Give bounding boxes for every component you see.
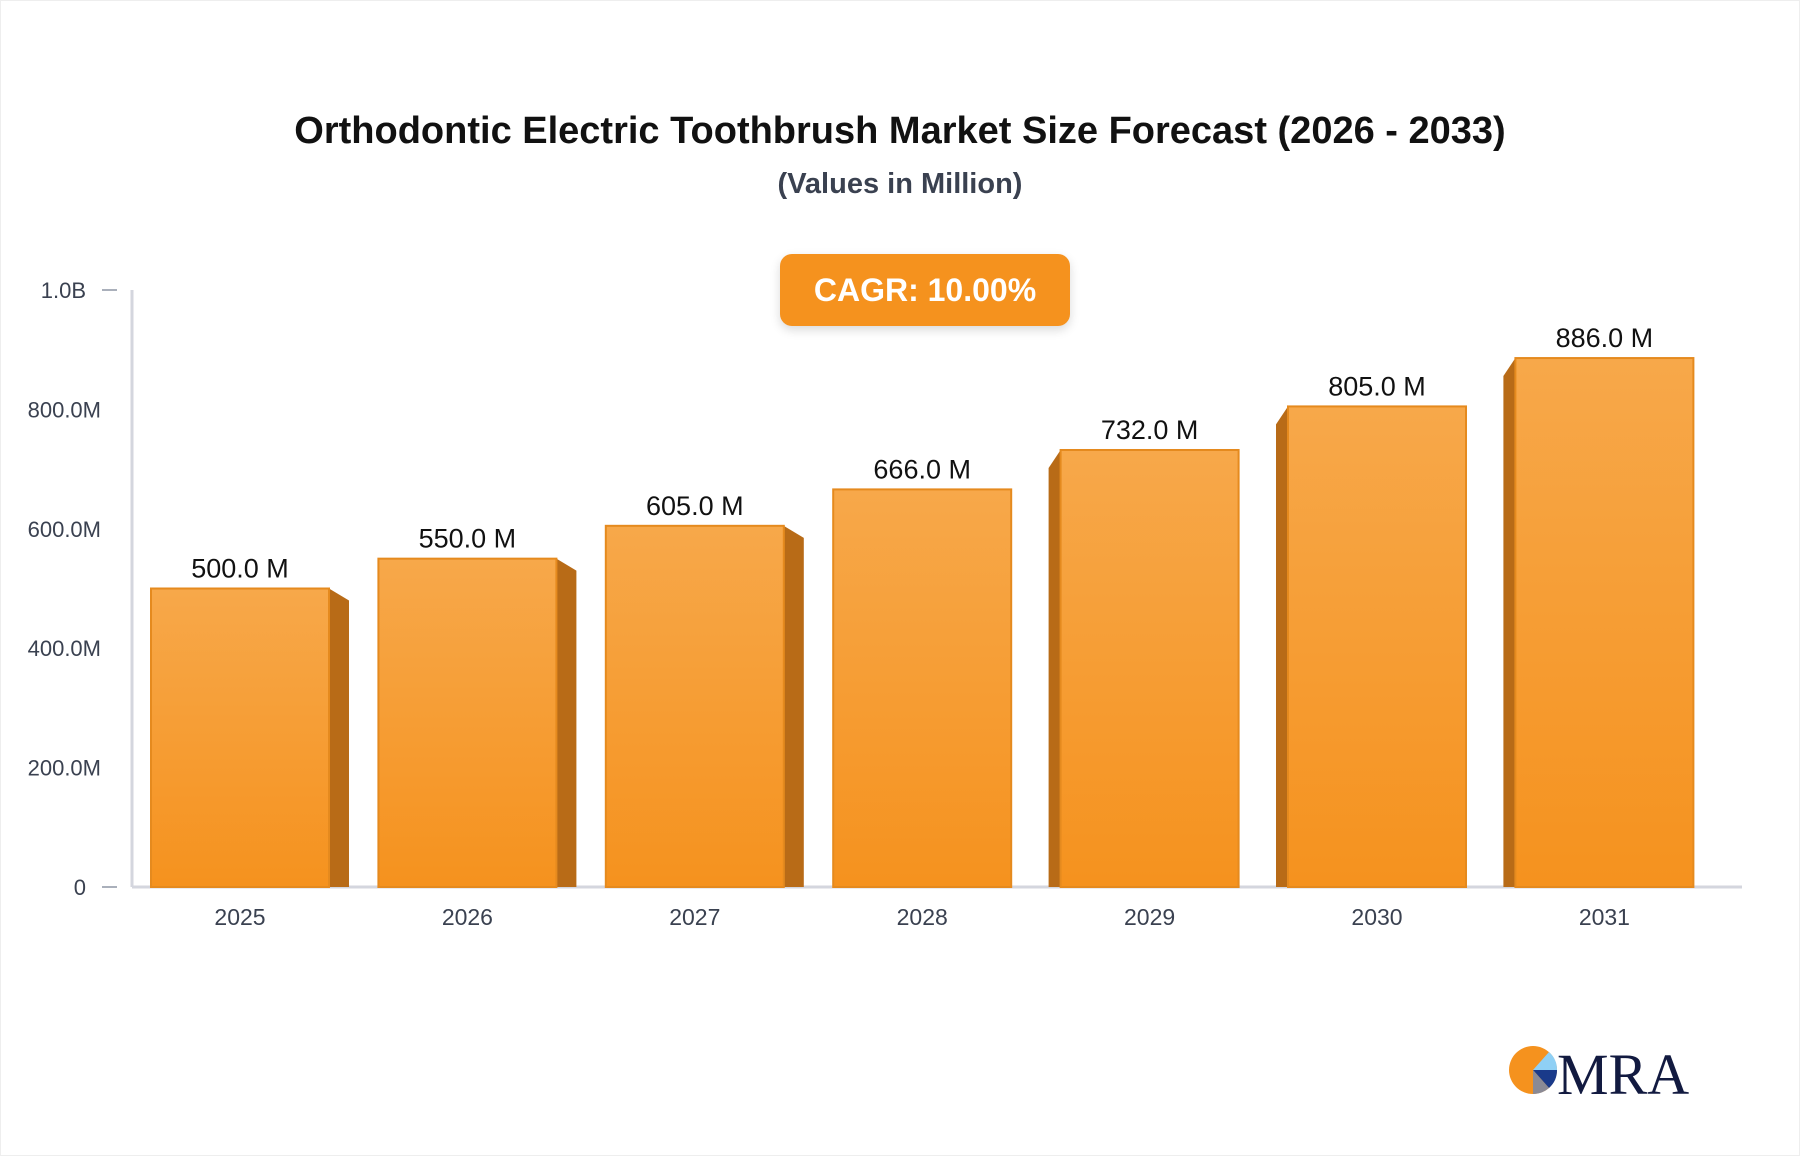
y-tick-label: 600.0M (28, 517, 101, 542)
chart-title: Orthodontic Electric Toothbrush Market S… (294, 110, 1506, 152)
data-label: 886.0 M (1556, 323, 1654, 353)
data-label: 605.0 M (646, 491, 744, 521)
x-tick-label: 2028 (897, 904, 948, 930)
bar-2027 (604, 524, 785, 888)
y-tick-label: 800.0M (28, 397, 101, 422)
bar-2026 (377, 557, 558, 889)
data-label: 805.0 M (1328, 371, 1426, 401)
logo-text: MRA (1557, 1042, 1689, 1100)
x-tick-label: 2031 (1579, 904, 1630, 930)
y-tick-label: 400.0M (28, 636, 101, 661)
data-label: 732.0 M (1101, 415, 1199, 445)
bar-side-2026 (556, 558, 577, 887)
bar-2031 (1514, 357, 1695, 889)
bar-side-2030 (1276, 406, 1288, 887)
x-tick-label: 2025 (214, 904, 265, 930)
y-tick-label: 1.0B (41, 278, 86, 303)
bar-side-2027 (783, 525, 804, 887)
bar-2029 (1059, 448, 1240, 888)
bar-2025 (150, 587, 330, 888)
bar-2030 (1287, 405, 1467, 888)
y-tick-label: 200.0M (28, 756, 101, 781)
data-label: 666.0 M (873, 454, 971, 484)
x-tick-label: 2030 (1351, 904, 1402, 930)
x-tick-label: 2026 (442, 904, 493, 930)
y-tick-label: 0 (74, 875, 86, 900)
x-tick-label: 2029 (1124, 904, 1175, 930)
cagr-badge: CAGR: 10.00% (780, 254, 1070, 326)
bar-2028 (832, 488, 1013, 888)
x-tick-label: 2027 (669, 904, 720, 930)
chart-subtitle: (Values in Million) (777, 168, 1023, 200)
bar-side-2031 (1503, 358, 1516, 888)
data-label: 500.0 M (191, 554, 289, 584)
bar-side-2025 (329, 588, 349, 887)
data-label: 550.0 M (419, 524, 517, 554)
mra-logo: MRA (1509, 1042, 1689, 1100)
bar-side-2029 (1048, 449, 1061, 887)
